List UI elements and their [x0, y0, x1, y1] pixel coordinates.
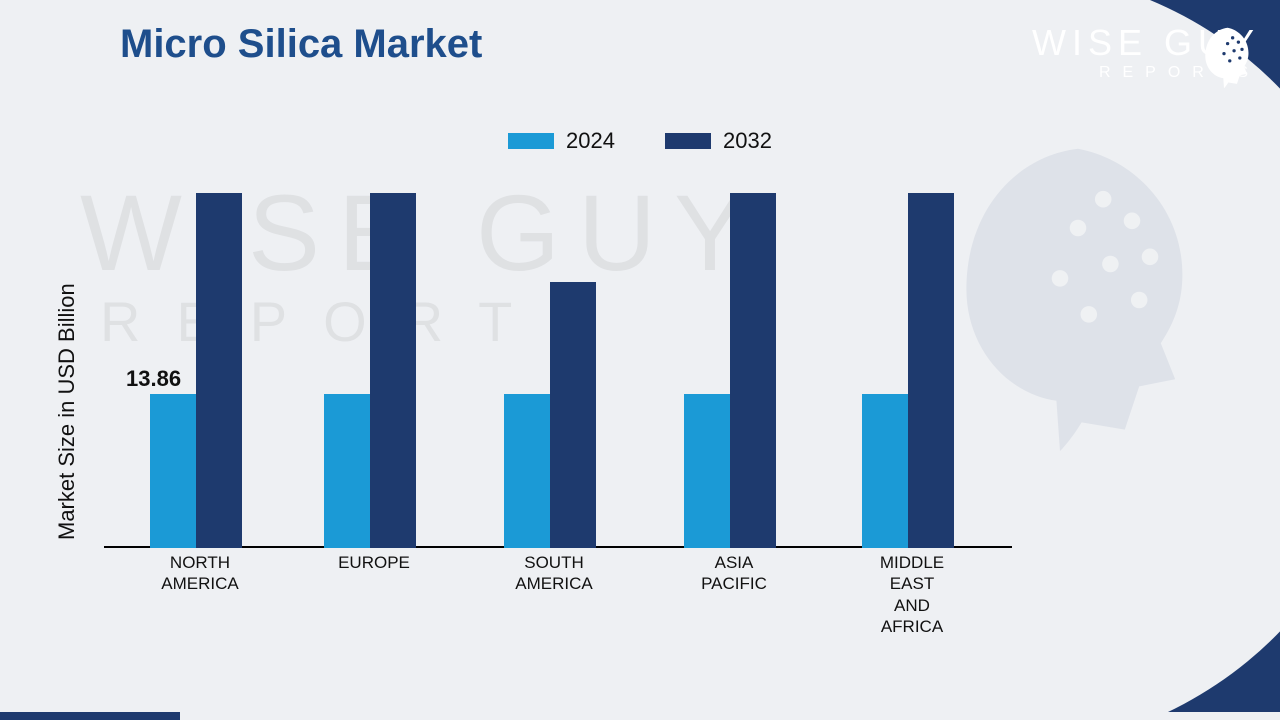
chart-plot-area: NORTHAMERICAEUROPESOUTHAMERICAASIAPACIFI… — [104, 160, 1012, 548]
category-label: EUROPE — [299, 548, 449, 573]
logo-line1: WISE GUY — [1032, 22, 1260, 64]
legend-item-2024: 2024 — [508, 128, 615, 154]
bar-2024 — [150, 394, 196, 548]
bar-2032 — [550, 282, 596, 548]
category-label: ASIAPACIFIC — [659, 548, 809, 595]
legend: 2024 2032 — [0, 128, 1280, 154]
bar-2032 — [908, 193, 954, 548]
category-label: MIDDLEEASTANDAFRICA — [837, 548, 987, 637]
bar-2032 — [370, 193, 416, 548]
bar-2024 — [684, 394, 730, 548]
legend-label-2032: 2032 — [723, 128, 772, 154]
category-label: SOUTHAMERICA — [479, 548, 629, 595]
bar-2032 — [196, 193, 242, 548]
legend-item-2032: 2032 — [665, 128, 772, 154]
bar-2024 — [324, 394, 370, 548]
brand-logo: WISE GUY REPORTS — [1032, 22, 1260, 82]
legend-label-2024: 2024 — [566, 128, 615, 154]
category-label: NORTHAMERICA — [125, 548, 275, 595]
y-axis-label: Market Size in USD Billion — [54, 283, 80, 540]
legend-swatch-2032 — [665, 133, 711, 149]
bar-2024 — [862, 394, 908, 548]
bar-2032 — [730, 193, 776, 548]
logo-line2: REPORTS — [1032, 64, 1260, 82]
legend-swatch-2024 — [508, 133, 554, 149]
bar-2024 — [504, 394, 550, 548]
bottom-accent-strip — [0, 712, 180, 720]
chart-title: Micro Silica Market — [120, 22, 482, 67]
